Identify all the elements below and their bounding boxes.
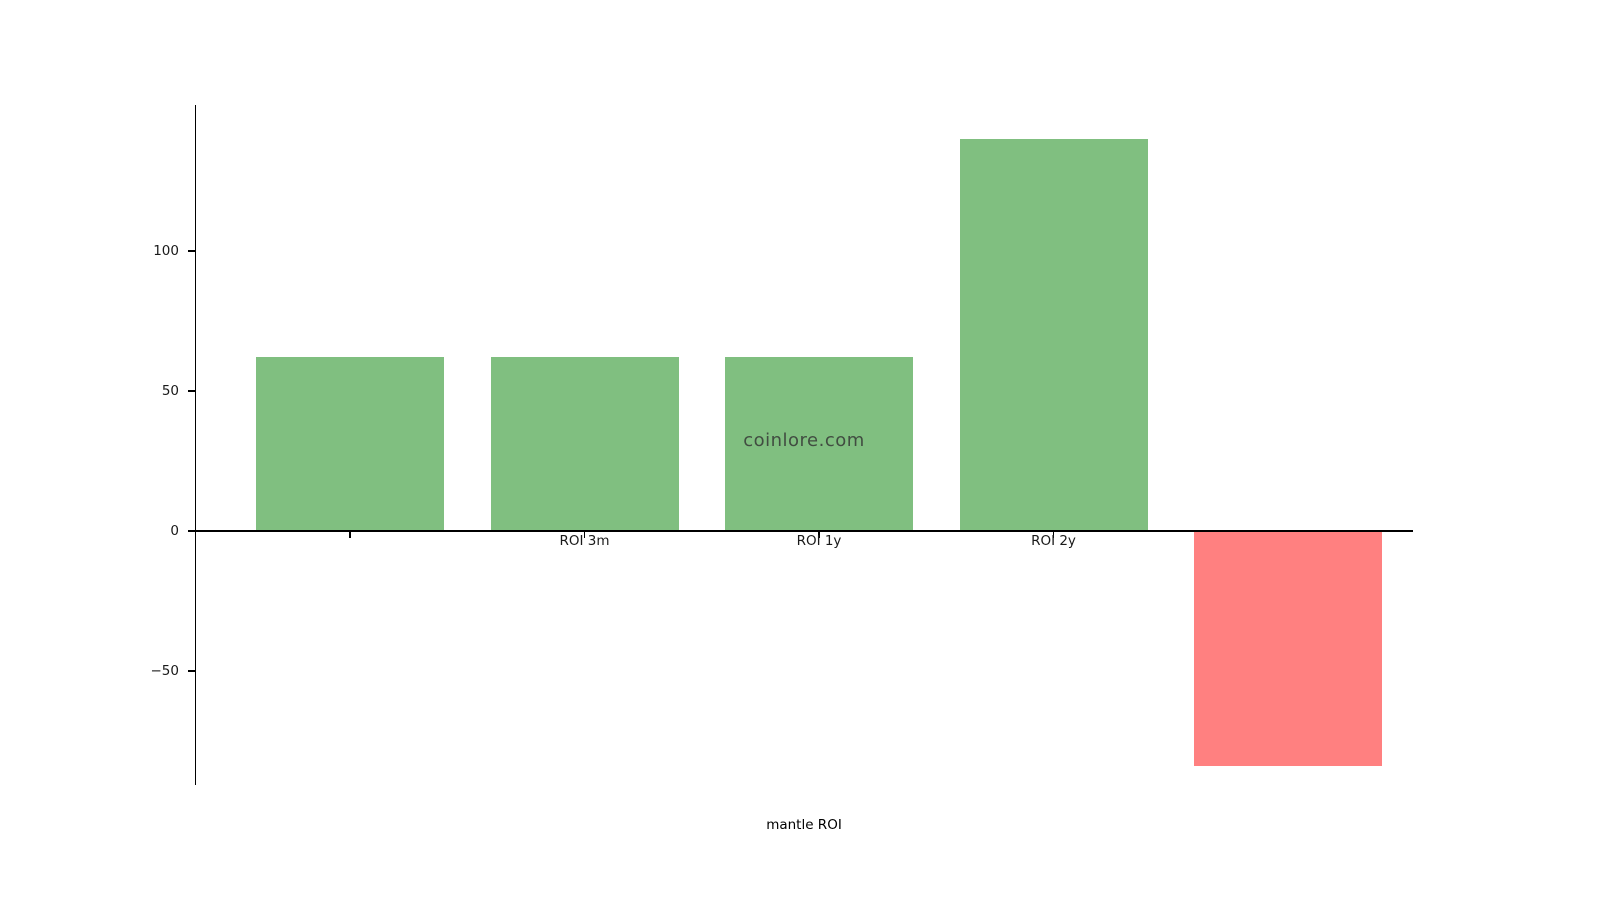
x-tick-label: ROI 2y <box>1031 533 1076 549</box>
bar-positive <box>959 139 1148 531</box>
x-axis-title: mantle ROI <box>766 817 842 833</box>
x-tick-mark <box>818 531 820 538</box>
y-tick-label: 100 <box>153 243 179 259</box>
y-tick-label: 0 <box>170 523 179 539</box>
y-tick-label: 50 <box>161 383 179 399</box>
x-tick-label: ROI 1y <box>796 533 842 549</box>
y-axis-line <box>194 105 196 785</box>
y-tick-mark <box>187 250 195 252</box>
bar-positive <box>256 357 444 531</box>
y-tick-mark <box>187 530 195 532</box>
x-tick-mark <box>1052 531 1055 538</box>
x-axis-line <box>194 530 1413 532</box>
x-tick-mark <box>583 531 586 538</box>
bar-negative <box>1194 531 1382 767</box>
x-tick-label: ROI 3m <box>559 533 610 549</box>
bar-positive <box>725 357 913 531</box>
y-tick-mark <box>187 390 195 392</box>
x-tick-mark <box>349 531 351 538</box>
y-tick-mark <box>187 670 195 672</box>
y-tick-label: −50 <box>150 663 180 679</box>
watermark: coinlore.com <box>743 430 865 451</box>
bar-positive <box>490 357 679 531</box>
